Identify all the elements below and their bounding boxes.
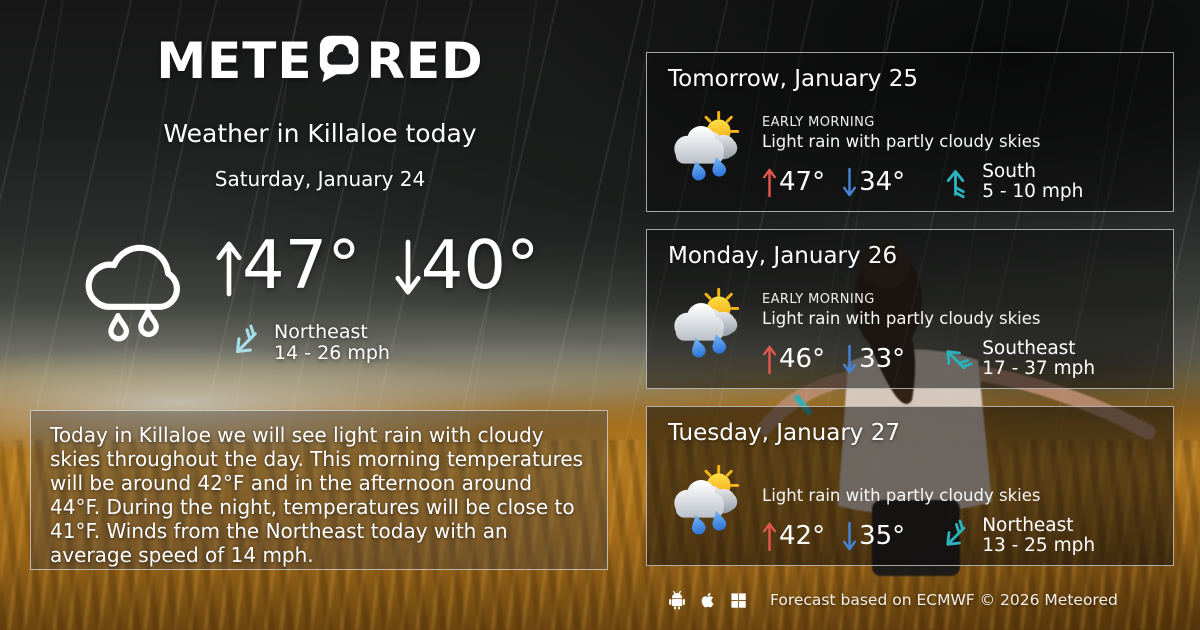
low-temp-value: 40°: [420, 226, 540, 304]
time-of-day-label: EARLY MORNING: [762, 115, 875, 130]
card-high-temp: 47°: [762, 167, 825, 198]
today-conditions: 47° 40°: [74, 224, 540, 351]
forecast-card-monday[interactable]: Monday, January 26 EARLY MORNING Light r…: [646, 229, 1174, 389]
cloud-speech-bubble-icon: [318, 34, 362, 83]
card-wind: South 5 - 10 mph: [939, 161, 1084, 203]
condition-description: Light rain with partly cloudy skies: [762, 309, 1041, 328]
wind-direction: Northeast: [982, 515, 1074, 536]
sun-rain-cloud-icon: [667, 285, 745, 363]
wind-direction: Southeast: [982, 338, 1076, 359]
sun-rain-cloud-icon: [667, 462, 745, 540]
down-arrow-icon: [842, 167, 857, 198]
up-arrow-icon: [762, 344, 777, 375]
weather-summary-box: Today in Killaloe we will see light rain…: [30, 410, 608, 570]
current-date: Saturday, January 24: [214, 167, 426, 191]
time-of-day-label: [762, 468, 1173, 485]
down-arrow-icon: [395, 238, 421, 298]
up-arrow-icon: [216, 238, 242, 298]
today-wind: Northeast 14 - 26 mph: [228, 322, 390, 363]
card-low-temp: 33°: [842, 344, 905, 375]
card-low-temp: 34°: [842, 167, 905, 198]
wind-direction: Northeast: [274, 321, 368, 343]
logo-text-suffix: RED: [366, 31, 484, 90]
android-icon[interactable]: [668, 590, 686, 610]
wind-direction: South: [982, 161, 1036, 182]
forecast-card-tomorrow[interactable]: Tomorrow, January 25 EARLY MORNING Light…: [646, 52, 1174, 212]
wind-speed: 17 - 37 mph: [982, 358, 1096, 380]
today-high-temp: 47°: [216, 232, 361, 299]
windows-icon[interactable]: [730, 592, 747, 609]
down-arrow-icon: [842, 521, 857, 552]
card-high-temp: 46°: [762, 344, 825, 375]
wind-direction-arrow-icon: [939, 166, 972, 199]
down-arrow-icon: [842, 344, 857, 375]
wind-speed: 13 - 25 mph: [982, 535, 1096, 557]
high-temp-value: 47°: [242, 226, 361, 304]
wind-direction-arrow-icon: [221, 317, 272, 368]
logo-text-prefix: METE: [156, 31, 313, 90]
up-arrow-icon: [762, 167, 777, 198]
condition-description: Light rain with partly cloudy skies: [762, 486, 1041, 505]
up-arrow-icon: [762, 521, 777, 552]
wind-direction-arrow-icon: [932, 336, 979, 383]
apple-icon[interactable]: [699, 591, 717, 609]
current-weather-panel: METE RED Weather in Killaloe today Satur…: [0, 34, 640, 570]
today-low-temp: 40°: [395, 232, 540, 299]
card-title: Tomorrow, January 25: [668, 66, 918, 92]
wind-speed: 5 - 10 mph: [982, 181, 1084, 203]
card-wind: Southeast 17 - 37 mph: [939, 338, 1096, 380]
card-high-temp: 42°: [762, 521, 825, 552]
forecast-attribution: Forecast based on ECMWF © 2026 Meteored: [770, 591, 1118, 609]
forecast-card-tuesday[interactable]: Tuesday, January 27 Light rain with part…: [646, 406, 1174, 566]
page-title: Weather in Killaloe today: [163, 119, 477, 148]
card-title: Tuesday, January 27: [668, 420, 900, 446]
meteored-logo[interactable]: METE RED: [0, 34, 640, 87]
card-low-temp: 35°: [842, 521, 905, 552]
card-title: Monday, January 26: [668, 243, 898, 269]
card-wind: Northeast 13 - 25 mph: [939, 515, 1096, 557]
time-of-day-label: EARLY MORNING: [762, 292, 875, 307]
footer: Forecast based on ECMWF © 2026 Meteored: [668, 590, 1118, 610]
wind-speed: 14 - 26 mph: [274, 341, 390, 364]
wind-direction-arrow-icon: [932, 513, 979, 560]
condition-description: Light rain with partly cloudy skies: [762, 132, 1041, 151]
rain-cloud-icon: [74, 224, 190, 351]
sun-rain-cloud-icon: [667, 108, 745, 186]
